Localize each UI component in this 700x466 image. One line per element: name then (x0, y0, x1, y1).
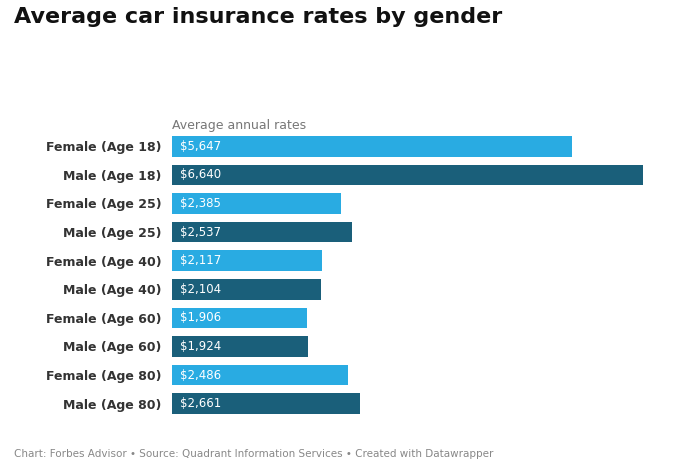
Text: $2,661: $2,661 (180, 397, 221, 410)
Bar (172, 279, 321, 300)
Bar (172, 193, 341, 214)
Text: $5,647: $5,647 (180, 140, 221, 153)
Bar (172, 136, 573, 157)
Bar (172, 164, 643, 185)
Text: $2,104: $2,104 (180, 283, 221, 296)
Bar (172, 393, 360, 414)
Text: $6,640: $6,640 (180, 168, 221, 181)
Text: $2,385: $2,385 (180, 197, 221, 210)
Text: $1,924: $1,924 (180, 340, 221, 353)
Text: Average annual rates: Average annual rates (172, 119, 306, 132)
Text: $2,117: $2,117 (180, 254, 221, 267)
Text: Chart: Forbes Advisor • Source: Quadrant Information Services • Created with Dat: Chart: Forbes Advisor • Source: Quadrant… (14, 449, 493, 459)
Text: $2,537: $2,537 (180, 226, 221, 239)
Bar (172, 336, 308, 357)
Text: $1,906: $1,906 (180, 311, 221, 324)
Bar (172, 365, 348, 385)
Text: Average car insurance rates by gender: Average car insurance rates by gender (14, 7, 503, 27)
Bar (172, 250, 322, 271)
Bar (172, 222, 351, 242)
Text: $2,486: $2,486 (180, 369, 221, 382)
Bar (172, 308, 307, 328)
